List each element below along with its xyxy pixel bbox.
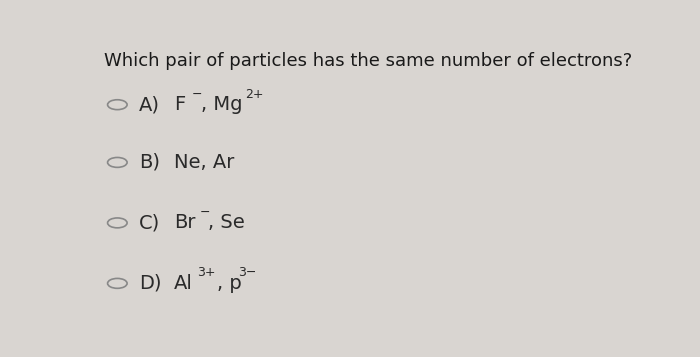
Text: C): C)	[139, 213, 160, 232]
Text: −: −	[199, 206, 210, 219]
Text: Al: Al	[174, 274, 193, 293]
Text: F: F	[174, 95, 186, 114]
Text: Ne, Ar: Ne, Ar	[174, 153, 235, 172]
Text: Br: Br	[174, 213, 196, 232]
Text: 3−: 3−	[238, 266, 256, 280]
Text: , Mg: , Mg	[202, 95, 243, 114]
Text: A): A)	[139, 95, 160, 114]
Text: B): B)	[139, 153, 160, 172]
Text: , Se: , Se	[209, 213, 245, 232]
Text: 2+: 2+	[245, 88, 263, 101]
Text: , p: , p	[216, 274, 242, 293]
Text: −: −	[193, 88, 203, 101]
Text: Which pair of particles has the same number of electrons?: Which pair of particles has the same num…	[104, 52, 632, 70]
Text: 3+: 3+	[197, 266, 216, 280]
Text: D): D)	[139, 274, 162, 293]
